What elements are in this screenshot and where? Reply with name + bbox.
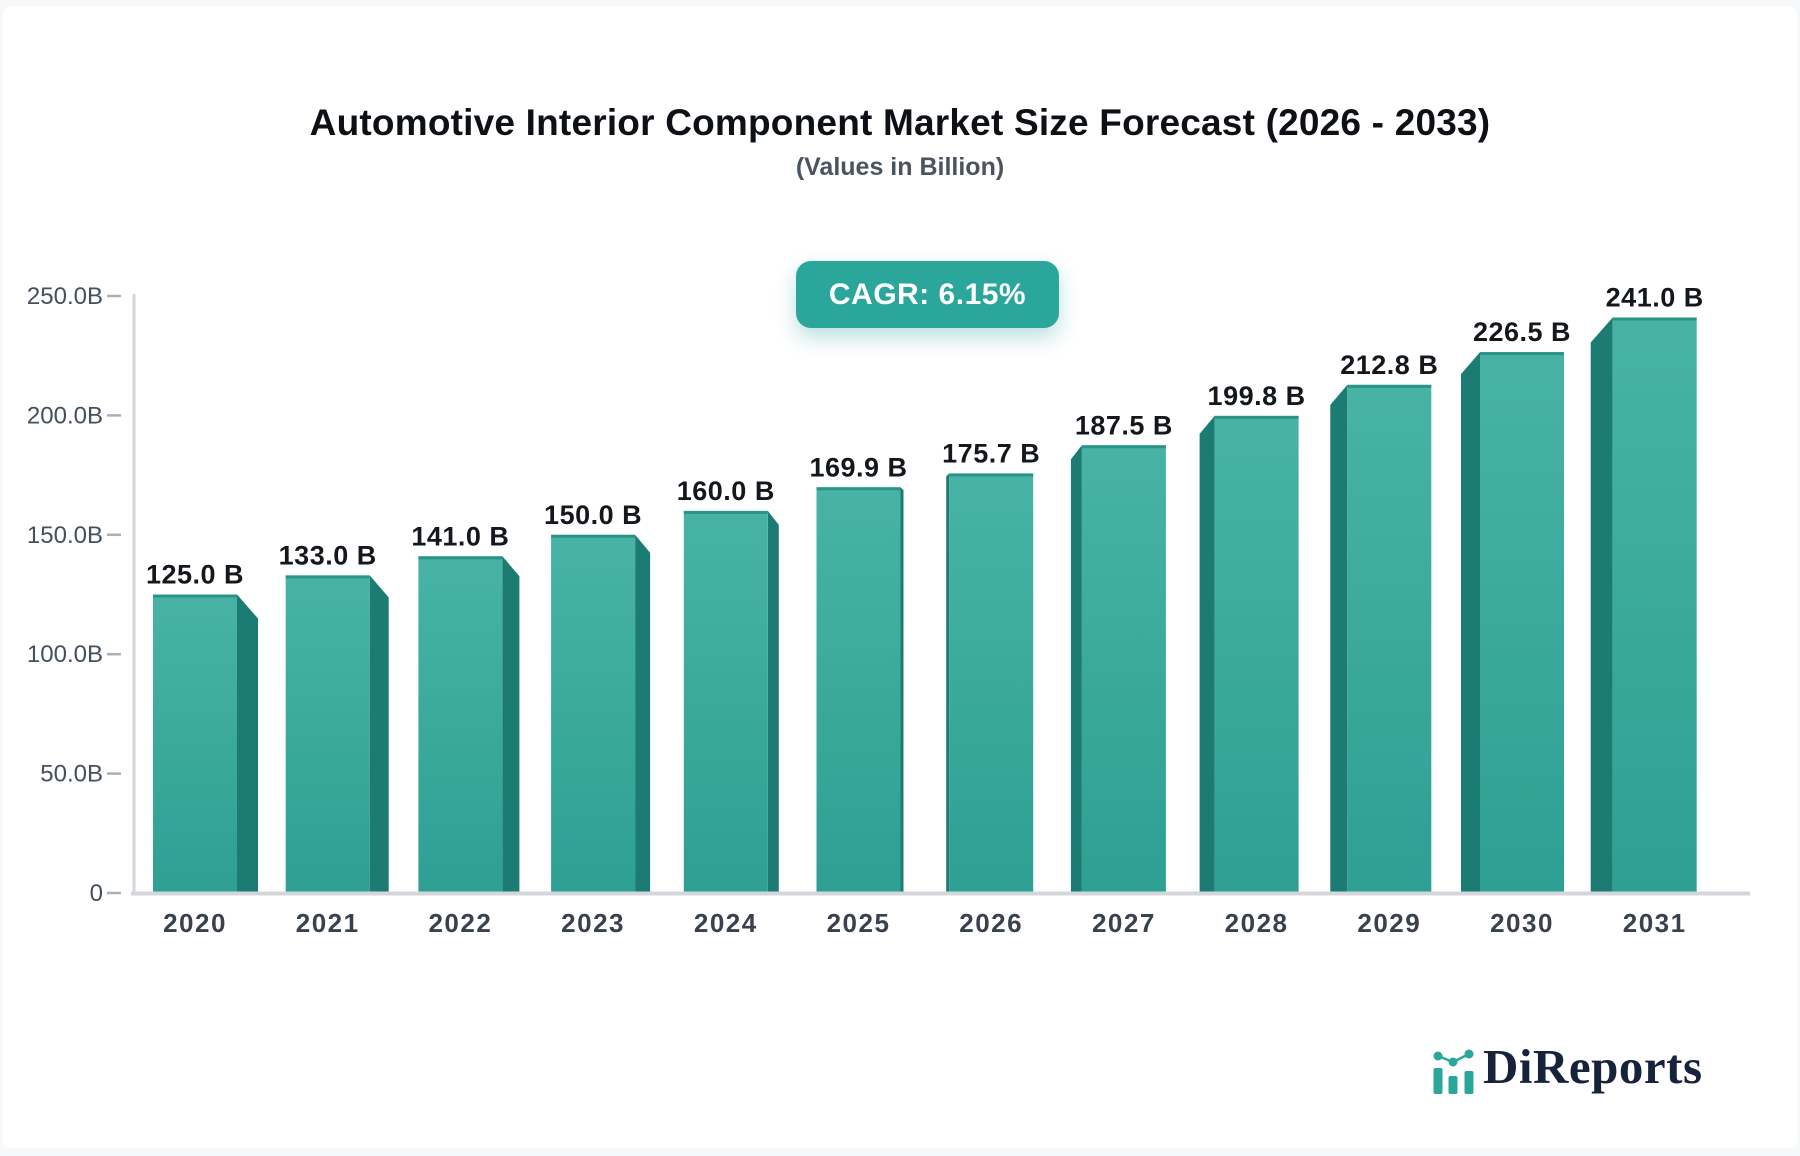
x-axis-label: 2024 [694, 908, 758, 938]
bar-2023: 150.0 B 2023 [544, 500, 651, 938]
bar-top-edge [418, 556, 503, 560]
bar-top-edge [1480, 352, 1564, 356]
bar-top-edge [1214, 415, 1299, 419]
bar-side-face [1199, 415, 1215, 893]
bar-value-label: 187.5 B [1075, 410, 1173, 440]
bar-value-label: 141.0 B [411, 521, 509, 551]
x-axis-label: 2031 [1623, 908, 1687, 938]
bar-side-face [767, 510, 779, 893]
x-axis-label: 2025 [827, 908, 891, 938]
chart-subtitle: (Values in Billion) [795, 153, 1005, 181]
x-axis-label: 2022 [428, 908, 492, 938]
bar-value-label: 226.5 B [1473, 317, 1571, 347]
bar-value-label: 175.7 B [942, 438, 1040, 468]
bar-side-face [1330, 384, 1348, 893]
bar-2031: 241.0 B 2031 [1590, 282, 1704, 938]
bar-value-label: 169.9 B [809, 452, 907, 482]
y-axis-tick-label: 100.0B [27, 641, 103, 668]
chart-card: Automotive Interior Component Market Siz… [3, 6, 1797, 1148]
bar-chart-sparkline-icon [1433, 1049, 1474, 1094]
x-axis-label: 2028 [1225, 908, 1289, 938]
bar-value-label: 212.8 B [1340, 350, 1438, 380]
bar-side-face [946, 473, 950, 893]
bar-side-face [369, 575, 389, 893]
bar-front-face [1081, 445, 1166, 893]
bar-2030: 226.5 B 2030 [1461, 317, 1571, 938]
bar-top-edge [285, 575, 370, 579]
y-axis-tick-label: 150.0B [27, 522, 103, 549]
bar-2020: 125.0 B 2020 [146, 560, 258, 938]
y-axis-tick-label: 0 [90, 880, 103, 907]
bar-value-label: 150.0 B [544, 500, 642, 530]
x-axis-label: 2023 [561, 908, 625, 938]
bar-value-label: 241.0 B [1606, 282, 1704, 312]
cagr-badge: CAGR: 6.15% [796, 261, 1059, 328]
y-axis-tick-label: 250.0B [27, 283, 103, 310]
bar-front-face [285, 575, 370, 893]
bar-value-label: 125.0 B [146, 560, 244, 590]
bar-side-face [1070, 445, 1082, 893]
bar-top-edge [683, 510, 768, 514]
bar-2029: 212.8 B 2029 [1330, 350, 1438, 938]
brand-logo: DiReports [1431, 1038, 1703, 1096]
y-axis-tick-label: 200.0B [27, 402, 103, 429]
x-axis-label: 2030 [1490, 908, 1554, 938]
bar-front-face [1480, 352, 1564, 893]
x-axis-label: 2027 [1092, 908, 1156, 938]
bar-side-face [635, 534, 651, 893]
bar-2024: 160.0 B 2024 [677, 476, 779, 938]
bar-front-face [1214, 415, 1299, 893]
bar-top-edge [1612, 317, 1697, 321]
x-axis-label: 2029 [1357, 908, 1421, 938]
bar-top-edge [949, 473, 1034, 477]
bar-front-face [949, 473, 1034, 893]
bar-top-edge [816, 487, 901, 491]
bar-side-face [237, 594, 258, 893]
bar-front-face [418, 556, 503, 893]
chart-title: Automotive Interior Component Market Siz… [309, 102, 1491, 143]
bar-2021: 133.0 B 2021 [279, 540, 389, 938]
bar-2022: 141.0 B 2022 [411, 521, 520, 938]
y-axis-tick-label: 50.0B [40, 761, 103, 788]
bar-2026: 175.7 B 2026 [942, 438, 1040, 938]
bar-side-face [502, 556, 520, 893]
bar-2028: 199.8 B 2028 [1199, 381, 1306, 938]
x-axis-label: 2020 [163, 908, 227, 938]
bar-front-face [1347, 384, 1432, 893]
bar-front-face [816, 487, 901, 893]
bar-top-edge [153, 594, 237, 598]
bar-value-label: 133.0 B [279, 540, 377, 570]
x-axis-label: 2021 [296, 908, 360, 938]
bar-top-edge [551, 534, 636, 538]
bar-front-face [683, 510, 768, 893]
bar-2027: 187.5 B 2027 [1070, 410, 1173, 938]
bar-value-label: 199.8 B [1208, 381, 1306, 411]
bar-side-face [1590, 317, 1613, 893]
bar-value-label: 160.0 B [677, 476, 775, 506]
bar-front-face [153, 594, 237, 893]
brand-name: DiReports [1483, 1039, 1703, 1094]
bar-side-face [1461, 352, 1480, 893]
bar-front-face [551, 534, 636, 893]
bar-top-edge [1081, 445, 1166, 449]
bar-top-edge [1347, 384, 1432, 388]
bar-side-face [900, 487, 904, 893]
chart-canvas: 250.0B 200.0B 150.0B 100.0B 50.0B 0 125.0 B 202… [27, 282, 1750, 938]
bar-2025: 169.9 B 2025 [809, 452, 907, 938]
bar-front-face [1612, 317, 1697, 893]
x-axis-label: 2026 [959, 908, 1023, 938]
